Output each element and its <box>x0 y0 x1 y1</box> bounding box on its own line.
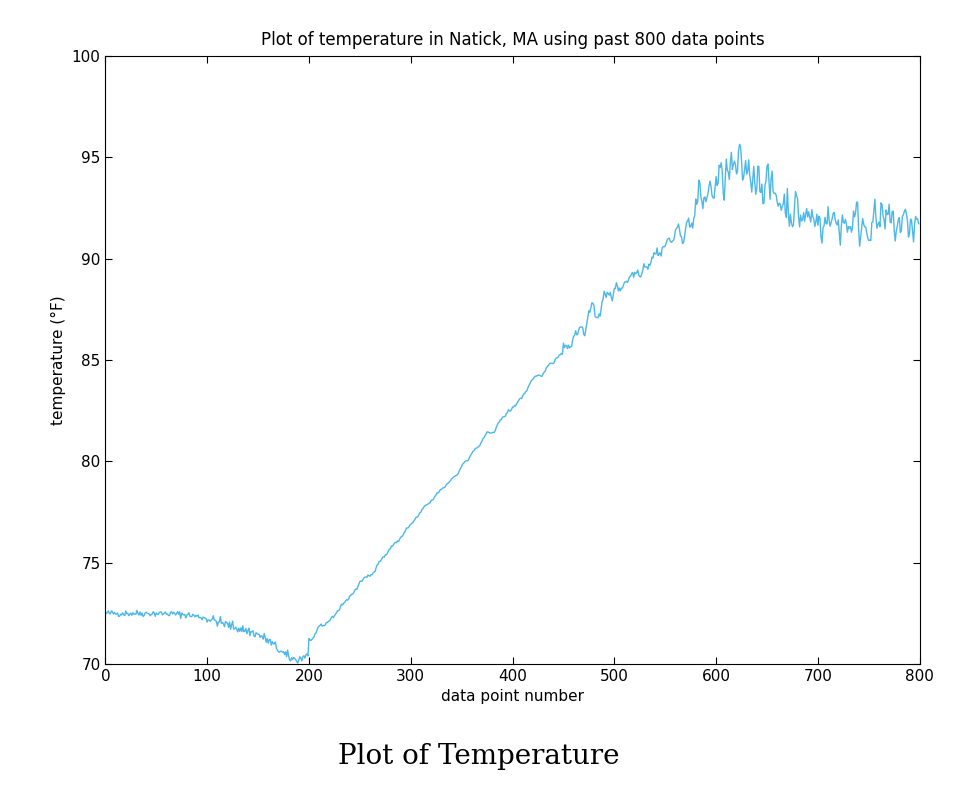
Text: Plot of Temperature: Plot of Temperature <box>338 742 620 770</box>
X-axis label: data point number: data point number <box>441 690 584 705</box>
Title: Plot of temperature in Natick, MA using past 800 data points: Plot of temperature in Natick, MA using … <box>261 31 764 49</box>
Y-axis label: temperature (°F): temperature (°F) <box>51 295 66 425</box>
